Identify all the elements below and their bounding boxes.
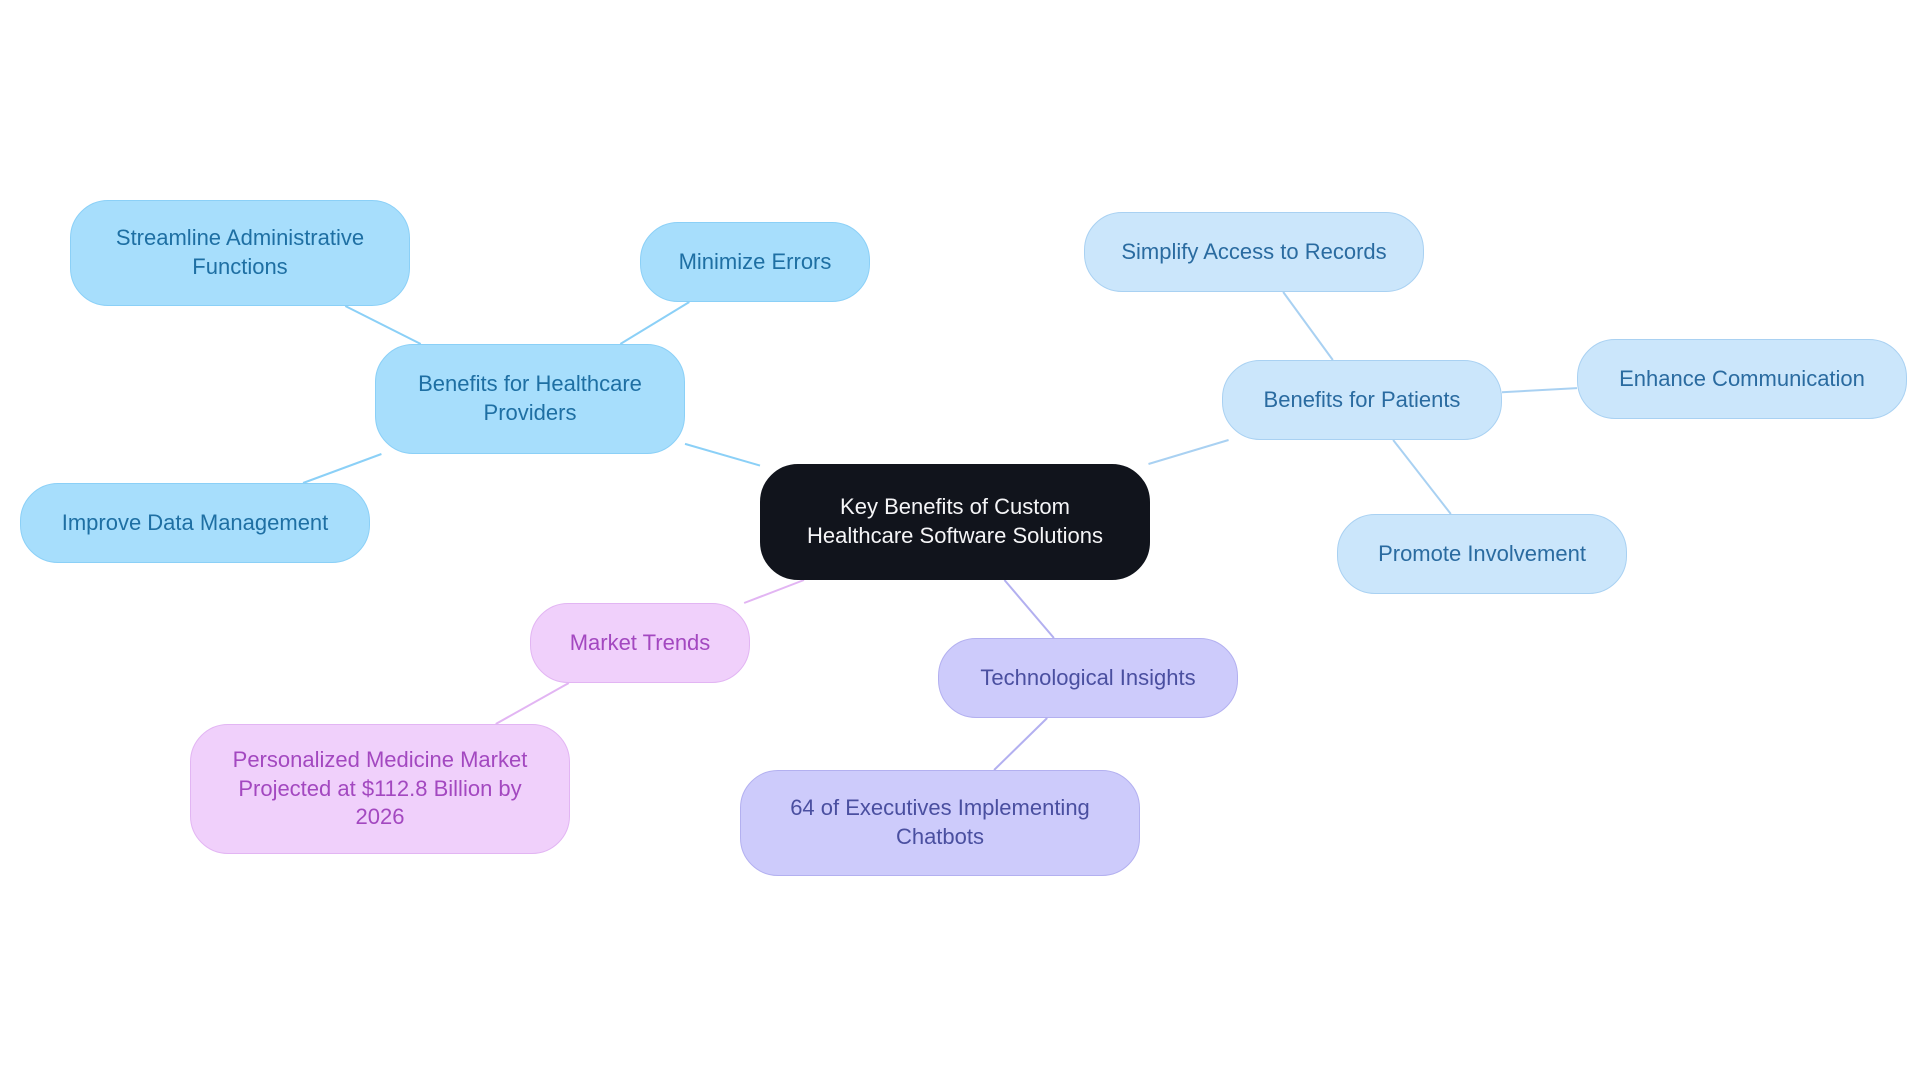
- node-label: Simplify Access to Records: [1121, 238, 1386, 267]
- edge: [496, 683, 569, 724]
- edge: [620, 302, 689, 344]
- node-label: Improve Data Management: [62, 509, 329, 538]
- edge: [303, 454, 381, 483]
- node-label: Personalized Medicine Market Projected a…: [233, 746, 528, 832]
- node-improve-data: Improve Data Management: [20, 483, 370, 563]
- node-label: Market Trends: [570, 629, 711, 658]
- node-label: Benefits for Healthcare Providers: [418, 370, 642, 427]
- node-label: Technological Insights: [980, 664, 1195, 693]
- node-promote-involve: Promote Involvement: [1337, 514, 1627, 594]
- node-streamline: Streamline Administrative Functions: [70, 200, 410, 306]
- edge: [1502, 388, 1577, 392]
- edge: [1393, 440, 1451, 514]
- node-patients: Benefits for Patients: [1222, 360, 1502, 440]
- edge: [1148, 440, 1228, 464]
- node-personalized-med: Personalized Medicine Market Projected a…: [190, 724, 570, 854]
- node-root: Key Benefits of Custom Healthcare Softwa…: [760, 464, 1150, 580]
- node-simplify-access: Simplify Access to Records: [1084, 212, 1424, 292]
- node-enhance-comm: Enhance Communication: [1577, 339, 1907, 419]
- node-minimize: Minimize Errors: [640, 222, 870, 302]
- edge: [994, 718, 1047, 770]
- node-providers: Benefits for Healthcare Providers: [375, 344, 685, 454]
- mindmap-canvas: Key Benefits of Custom Healthcare Softwa…: [0, 0, 1920, 1083]
- edge: [345, 306, 420, 344]
- edge: [685, 444, 760, 466]
- node-label: Minimize Errors: [679, 248, 832, 277]
- node-label: Promote Involvement: [1378, 540, 1586, 569]
- node-chatbots: 64 of Executives Implementing Chatbots: [740, 770, 1140, 876]
- node-label: Streamline Administrative Functions: [116, 224, 364, 281]
- node-market-trends: Market Trends: [530, 603, 750, 683]
- node-label: Benefits for Patients: [1264, 386, 1461, 415]
- node-label: 64 of Executives Implementing Chatbots: [790, 794, 1090, 851]
- node-label: Key Benefits of Custom Healthcare Softwa…: [807, 493, 1103, 550]
- edge: [1004, 580, 1053, 638]
- node-tech-insights: Technological Insights: [938, 638, 1238, 718]
- node-label: Enhance Communication: [1619, 365, 1865, 394]
- edge: [744, 580, 804, 603]
- edge: [1283, 292, 1333, 360]
